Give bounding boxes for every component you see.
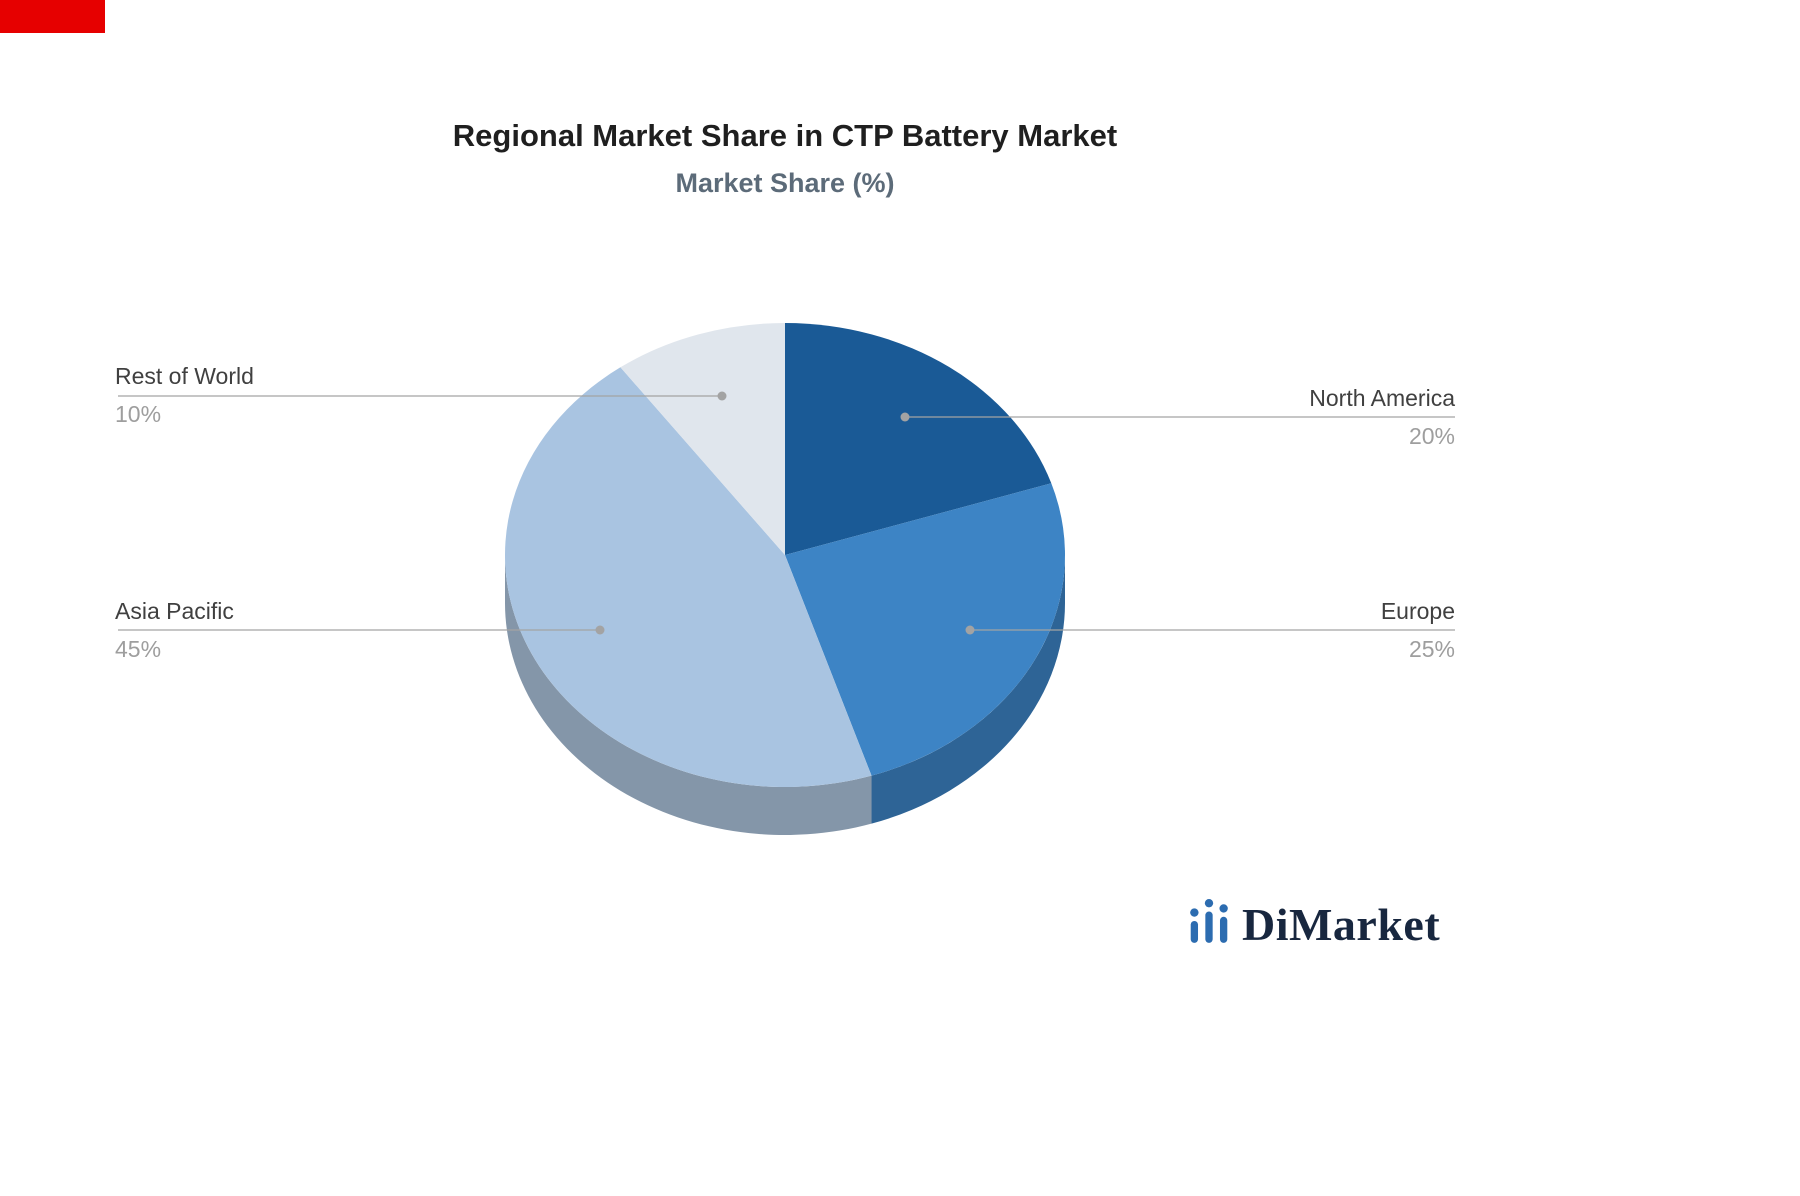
chart-title: Regional Market Share in CTP Battery Mar… bbox=[452, 118, 1118, 153]
slice-label: Asia Pacific bbox=[115, 598, 234, 624]
pie-slice-north-america bbox=[785, 323, 1052, 555]
pie-slice-rest-of-world bbox=[620, 323, 785, 555]
slice-percent: 20% bbox=[1408, 423, 1455, 449]
pie-label-europe: Europe 25% bbox=[1381, 597, 1455, 663]
slice-label: North America bbox=[1309, 385, 1455, 411]
pie-label-rest-of-world: Rest of World 10% bbox=[115, 362, 254, 428]
chart-subtitle: Market Share (%) bbox=[675, 168, 895, 198]
leader-dot bbox=[595, 625, 605, 635]
slice-percent: 10% bbox=[115, 401, 162, 427]
slice-label: Europe bbox=[1380, 598, 1455, 624]
pie-slice-europe bbox=[785, 483, 1065, 776]
pie-slice-asia-pacific bbox=[505, 367, 872, 787]
slice-percent: 45% bbox=[115, 636, 162, 662]
leader-dot bbox=[717, 391, 727, 401]
leader-dot bbox=[965, 625, 975, 635]
logo-text: DiMarket bbox=[1242, 899, 1441, 950]
bar-chart-icon bbox=[1188, 899, 1230, 950]
slice-percent: 25% bbox=[1408, 636, 1455, 662]
slice-label: Rest of World bbox=[115, 363, 254, 389]
dimarket-logo: DiMarket bbox=[1188, 898, 1440, 951]
pie-slice-side bbox=[504, 555, 872, 836]
pie-label-asia-pacific: Asia Pacific 45% bbox=[115, 597, 234, 663]
top-left-red-marker bbox=[0, 0, 105, 33]
pie-slice-side bbox=[871, 555, 1065, 824]
leader-dot bbox=[900, 412, 910, 422]
pie-label-north-america: North America 20% bbox=[1309, 384, 1455, 450]
